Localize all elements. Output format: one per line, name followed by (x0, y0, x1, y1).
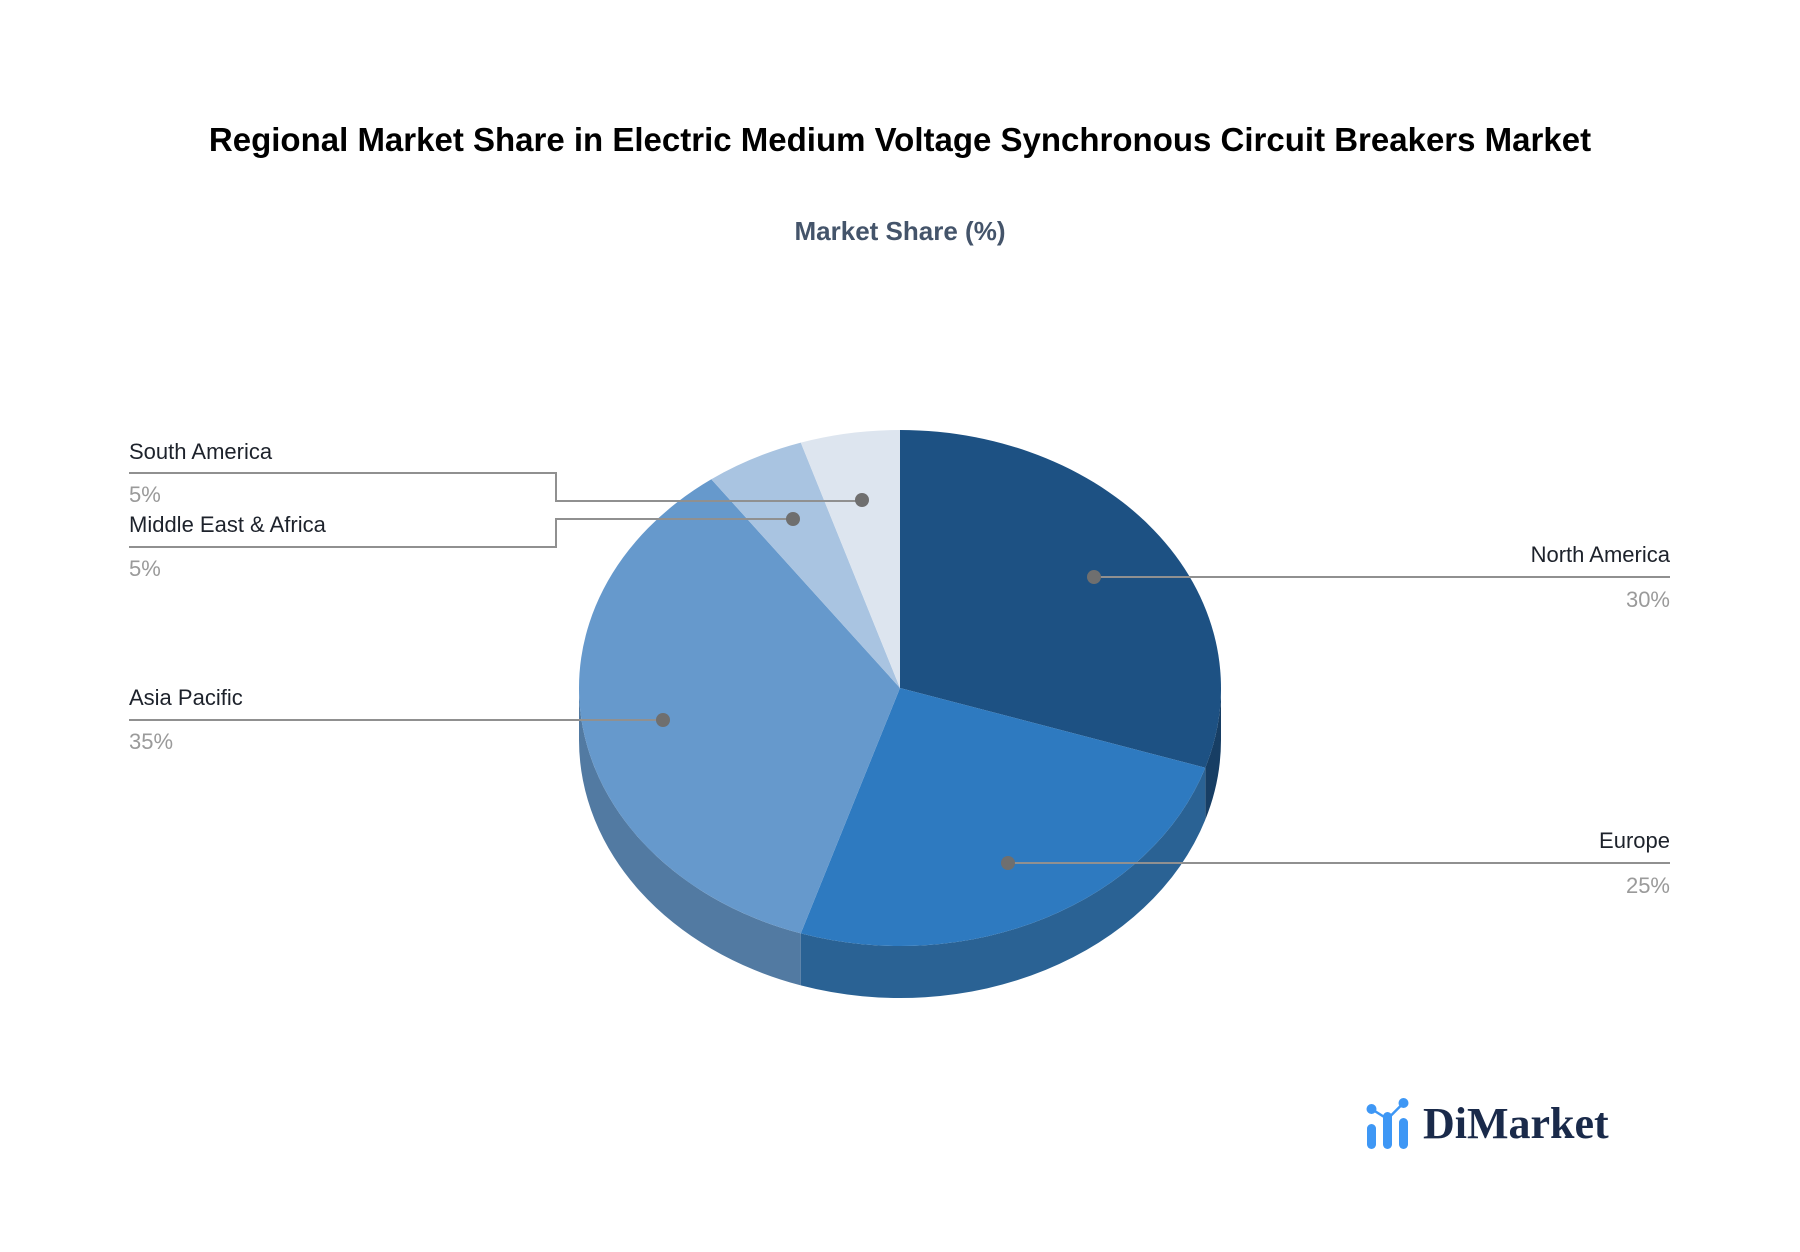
slice-percent-north-america: 30% (1625, 587, 1670, 612)
pie-side-europe (800, 767, 1206, 998)
slice-label-europe: Europe (1599, 828, 1670, 853)
slice-label-south-america: South America (129, 439, 273, 464)
dimarket-logo-text: DiMarket (1423, 1099, 1609, 1148)
leader-dot-europe (1001, 856, 1015, 870)
slice-percent-asia-pacific: 35% (129, 729, 174, 754)
chart-subtitle: Market Share (%) (794, 216, 1006, 246)
leader-dot-middle-east-africa (786, 512, 800, 526)
dimarket-logo: DiMarket (1366, 1096, 1609, 1150)
leader-dot-north-america (1087, 570, 1101, 584)
slice-label-middle-east-africa: Middle East & Africa (129, 512, 326, 537)
slice-label-north-america: North America (1530, 542, 1670, 567)
chart-title: Regional Market Share in Electric Medium… (208, 121, 1592, 158)
leader-dot-south-america (855, 493, 869, 507)
pie-slice-europe[interactable] (800, 688, 1206, 946)
pie-side-north-america (1205, 688, 1221, 820)
slice-percent-europe: 25% (1625, 873, 1670, 898)
dimarket-logo-icon (1366, 1098, 1409, 1149)
leader-dot-asia-pacific (656, 713, 670, 727)
pie-slice-north-america[interactable] (900, 430, 1221, 768)
slice-label-asia-pacific: Asia Pacific (129, 685, 243, 710)
slice-percent-south-america: 5% (129, 482, 161, 507)
pie-slice-south-america[interactable] (800, 430, 900, 688)
slice-percent-middle-east-africa: 5% (129, 556, 161, 581)
leader-line-south-america (129, 472, 862, 502)
pie-side-asia-pacific (579, 688, 801, 986)
pie-slice-middle-east-and-africa[interactable] (711, 442, 900, 688)
leader-line-middle-east-africa (129, 518, 793, 548)
pie-slice-asia-pacific[interactable] (579, 479, 900, 934)
